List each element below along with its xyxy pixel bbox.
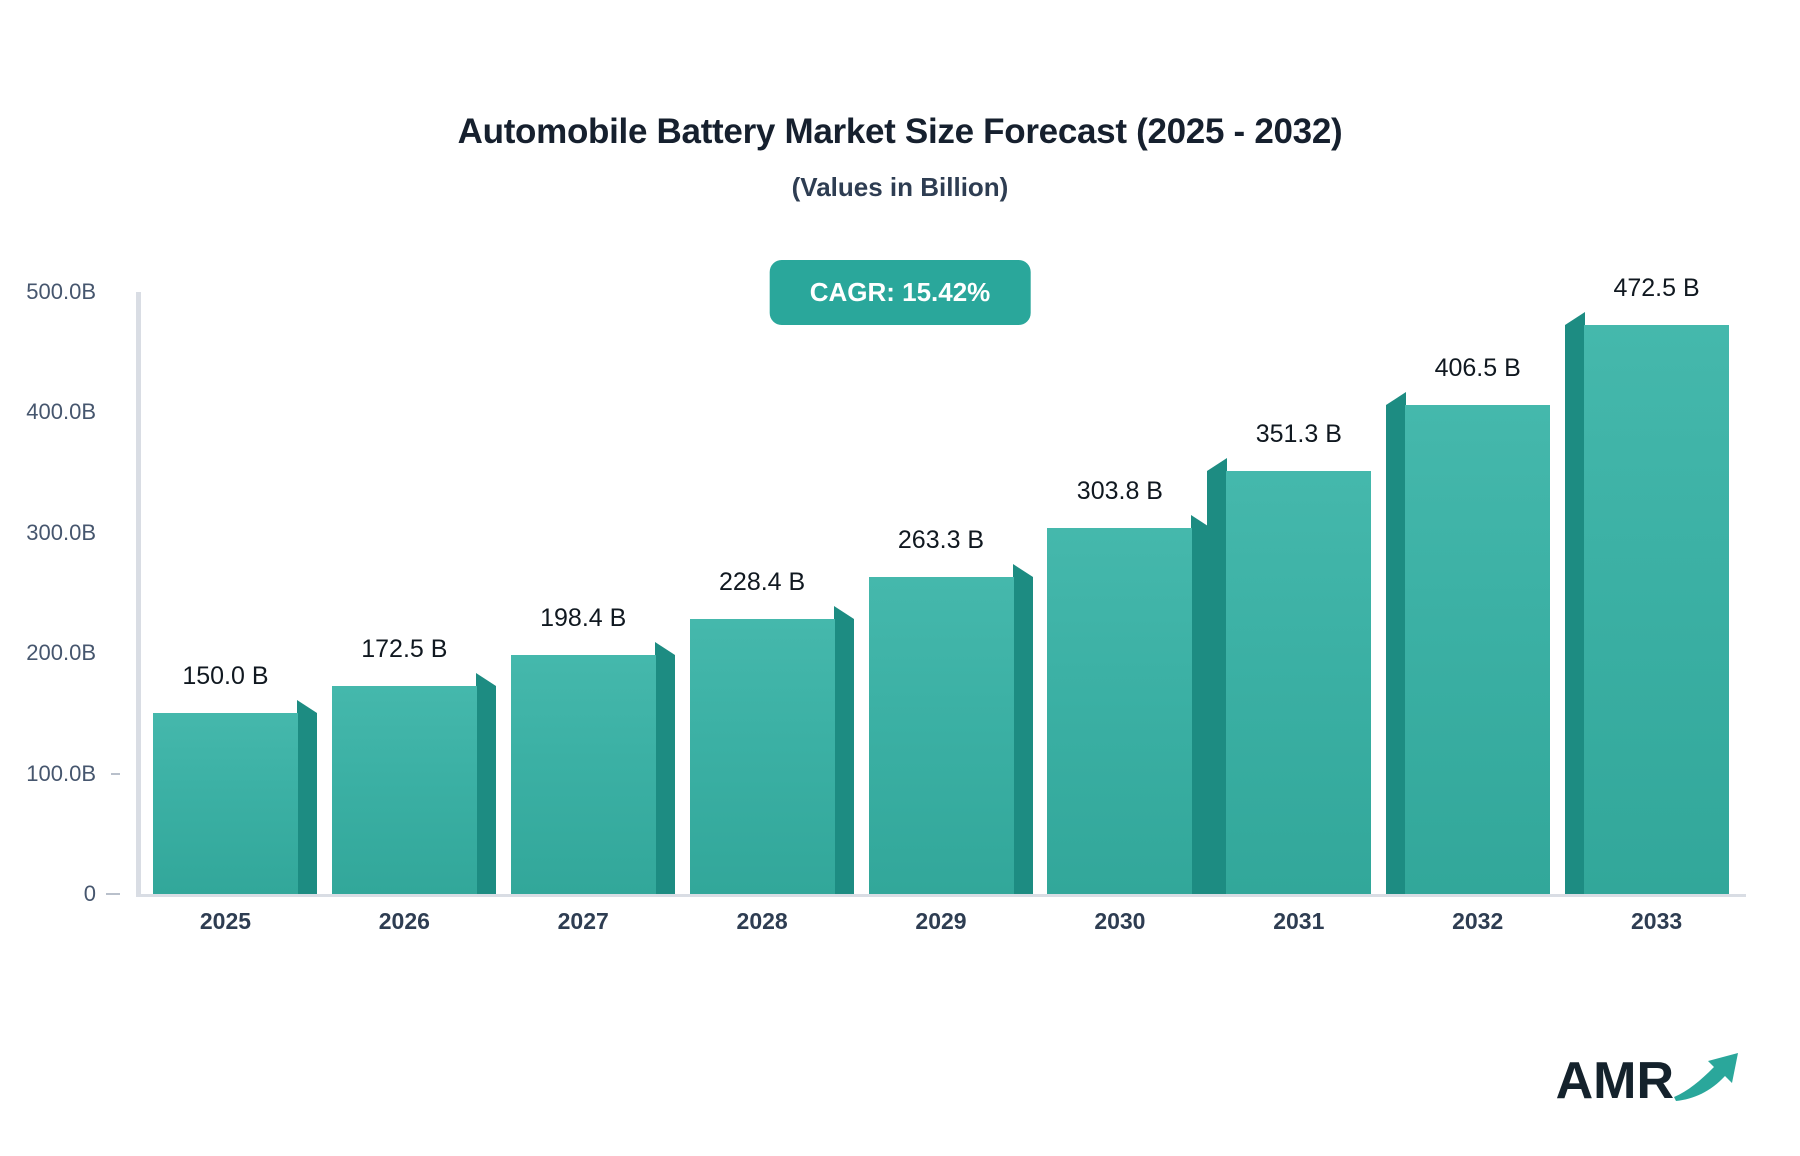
bar-slot: 351.3 B xyxy=(1207,292,1388,894)
bar-2027[interactable]: 198.4 B xyxy=(510,604,675,894)
x-axis-tick-label: 2033 xyxy=(1630,908,1683,934)
bar-value-label: 150.0 B xyxy=(182,662,269,691)
x-axis-tick-label: 2028 xyxy=(736,908,788,934)
plot-area: 150.0 B 172.5 B 198.4 B 228.4 B 263.3 B 303.8… xyxy=(136,274,1746,897)
bar-side-face xyxy=(296,700,317,894)
bar-front-face xyxy=(868,577,1014,894)
bar-front-face xyxy=(1405,404,1551,894)
bar-front-face xyxy=(331,686,477,894)
y-axis-tick-label: 200.0B xyxy=(26,640,96,666)
bar-slot: 228.4 B xyxy=(673,292,854,894)
bar-2033[interactable]: 472.5 B xyxy=(1565,274,1730,894)
bar-front-face xyxy=(1047,528,1193,894)
bar-2028[interactable]: 228.4 B xyxy=(689,568,854,894)
bar-slot: 406.5 B xyxy=(1386,292,1567,894)
x-axis-tick-label: 2027 xyxy=(557,908,609,934)
x-axis-labels: 2025 2026 2027 2028 2029 2030 2031 2032 2033 xyxy=(136,908,1746,935)
bar-value-label: 228.4 B xyxy=(719,568,806,597)
logo-text: AMR xyxy=(1555,1051,1674,1110)
bar-2031[interactable]: 351.3 B xyxy=(1207,420,1372,894)
bar-value-label: 172.5 B xyxy=(361,635,448,664)
x-axis-tick-label: 2030 xyxy=(1094,908,1146,934)
bar-2025[interactable]: 150.0 B xyxy=(152,662,317,894)
y-axis-line xyxy=(136,292,141,894)
y-axis-labels: 500.0B 400.0B 300.0B 200.0B 100.0B 0 xyxy=(0,279,130,906)
bar-slot: 150.0 B xyxy=(136,292,317,894)
bar-value-label: 198.4 B xyxy=(540,604,627,633)
y-axis-tick-label: 500.0B xyxy=(26,279,96,304)
bar-series: 150.0 B 172.5 B 198.4 B 228.4 B 263.3 B 303.8… xyxy=(136,274,1746,894)
y-axis-tick-mark xyxy=(106,893,120,895)
bar-slot: 263.3 B xyxy=(852,292,1033,894)
bar-front-face xyxy=(689,619,835,894)
y-axis-tick-label: 0 xyxy=(83,881,96,906)
x-axis-tick-label: 2025 xyxy=(199,908,252,934)
y-axis-tick-label: 400.0B xyxy=(26,399,96,425)
bar-front-face xyxy=(510,655,656,894)
bar-front-face xyxy=(152,713,298,894)
bar-slot: 172.5 B xyxy=(315,292,496,894)
bar-value-label: 351.3 B xyxy=(1255,420,1342,449)
bar-2030[interactable]: 303.8 B xyxy=(1047,477,1212,894)
bar-2029[interactable]: 263.3 B xyxy=(868,526,1033,894)
x-axis-tick-label: 2026 xyxy=(378,908,430,934)
bar-2026[interactable]: 172.5 B xyxy=(331,635,496,894)
cagr-badge: CAGR: 15.42% xyxy=(769,260,1031,325)
bar-2032[interactable]: 406.5 B xyxy=(1386,354,1551,894)
amr-logo: AMR xyxy=(1556,1047,1744,1114)
x-axis-tick-label: 2031 xyxy=(1273,908,1325,934)
bar-value-label: 406.5 B xyxy=(1434,353,1521,382)
y-axis-tick-mark xyxy=(111,772,120,775)
chart-subtitle: (Values in Billion) xyxy=(791,172,1009,202)
bar-value-label: 303.8 B xyxy=(1076,477,1163,506)
bar-value-label: 263.3 B xyxy=(897,526,985,554)
bar-side-face xyxy=(1386,391,1407,894)
bar-slot: 198.4 B xyxy=(494,292,675,894)
bar-front-face xyxy=(1226,471,1372,894)
bar-side-face xyxy=(654,642,675,894)
x-axis-line xyxy=(136,894,1746,897)
bar-front-face xyxy=(1584,325,1730,894)
bar-value-label: 472.5 B xyxy=(1613,274,1700,303)
y-axis-tick-label: 300.0B xyxy=(26,519,96,545)
bar-slot: 303.8 B xyxy=(1030,292,1212,894)
page-title: Automobile Battery Market Size Forecast … xyxy=(457,112,1343,151)
y-axis-tick-label: 100.0B xyxy=(26,760,96,786)
bar-slot: 472.5 B xyxy=(1565,274,1746,894)
bar-side-face xyxy=(475,673,496,894)
bar-side-face xyxy=(1207,458,1228,894)
bar-side-face xyxy=(1565,312,1586,894)
bar-side-face xyxy=(833,606,854,894)
arrow-up-right-icon xyxy=(1670,1047,1744,1108)
bar-side-face xyxy=(1012,564,1033,894)
x-axis-tick-label: 2032 xyxy=(1452,908,1504,934)
bar-side-face xyxy=(1191,515,1212,894)
x-axis-tick-label: 2029 xyxy=(915,908,967,934)
